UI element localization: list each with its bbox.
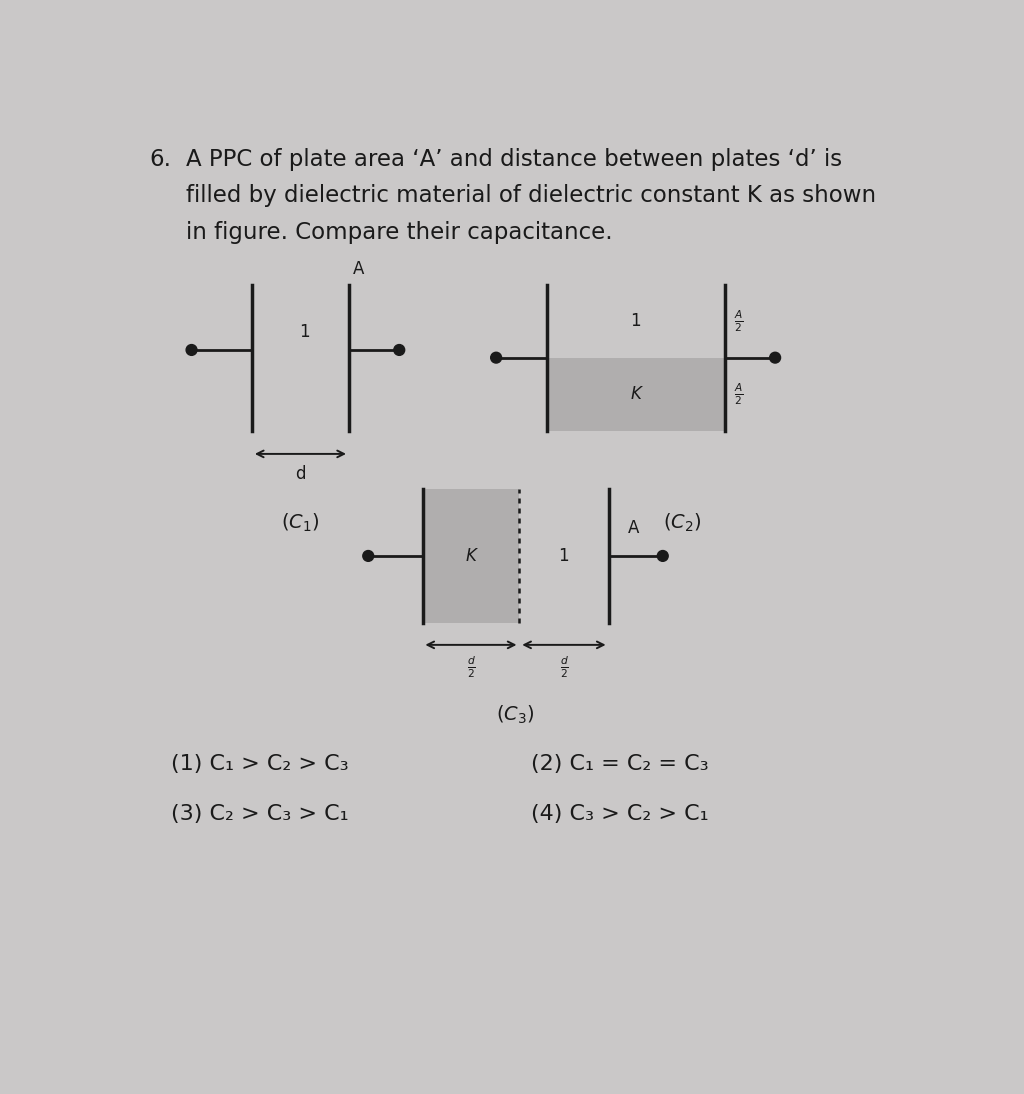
Text: A: A bbox=[628, 519, 639, 537]
Text: (4) C₃ > C₂ > C₁: (4) C₃ > C₂ > C₁ bbox=[531, 804, 709, 824]
Circle shape bbox=[186, 345, 197, 356]
Text: A PPC of plate area ‘A’ and distance between plates ‘d’ is: A PPC of plate area ‘A’ and distance bet… bbox=[186, 148, 843, 172]
Text: K: K bbox=[466, 547, 476, 565]
Circle shape bbox=[490, 352, 502, 363]
Text: $(C_1)$: $(C_1)$ bbox=[282, 512, 319, 534]
Text: $\frac{A}{2}$: $\frac{A}{2}$ bbox=[734, 309, 743, 334]
Text: 1: 1 bbox=[631, 312, 641, 330]
Text: (3) C₂ > C₃ > C₁: (3) C₂ > C₃ > C₁ bbox=[171, 804, 348, 824]
Text: 1: 1 bbox=[559, 547, 569, 565]
Text: (2) C₁ = C₂ = C₃: (2) C₁ = C₂ = C₃ bbox=[531, 754, 709, 775]
Text: K: K bbox=[630, 385, 641, 404]
Text: filled by dielectric material of dielectric constant K as shown: filled by dielectric material of dielect… bbox=[186, 185, 877, 208]
Circle shape bbox=[362, 550, 374, 561]
Bar bbox=[547, 358, 725, 431]
Text: $\frac{d}{2}$: $\frac{d}{2}$ bbox=[559, 654, 568, 679]
Circle shape bbox=[770, 352, 780, 363]
Circle shape bbox=[394, 345, 404, 356]
Text: $(C_3)$: $(C_3)$ bbox=[497, 705, 535, 726]
Text: $\frac{d}{2}$: $\frac{d}{2}$ bbox=[467, 654, 475, 679]
Text: (1) C₁ > C₂ > C₃: (1) C₁ > C₂ > C₃ bbox=[171, 754, 348, 775]
Text: 6.: 6. bbox=[150, 148, 172, 172]
Text: A: A bbox=[352, 260, 365, 278]
Text: $\frac{A}{2}$: $\frac{A}{2}$ bbox=[734, 382, 743, 407]
Bar bbox=[423, 489, 519, 624]
Text: $(C_2)$: $(C_2)$ bbox=[663, 512, 701, 534]
Text: in figure. Compare their capacitance.: in figure. Compare their capacitance. bbox=[186, 221, 612, 244]
Text: d: d bbox=[295, 465, 306, 482]
Circle shape bbox=[657, 550, 669, 561]
Text: 1: 1 bbox=[299, 323, 309, 340]
